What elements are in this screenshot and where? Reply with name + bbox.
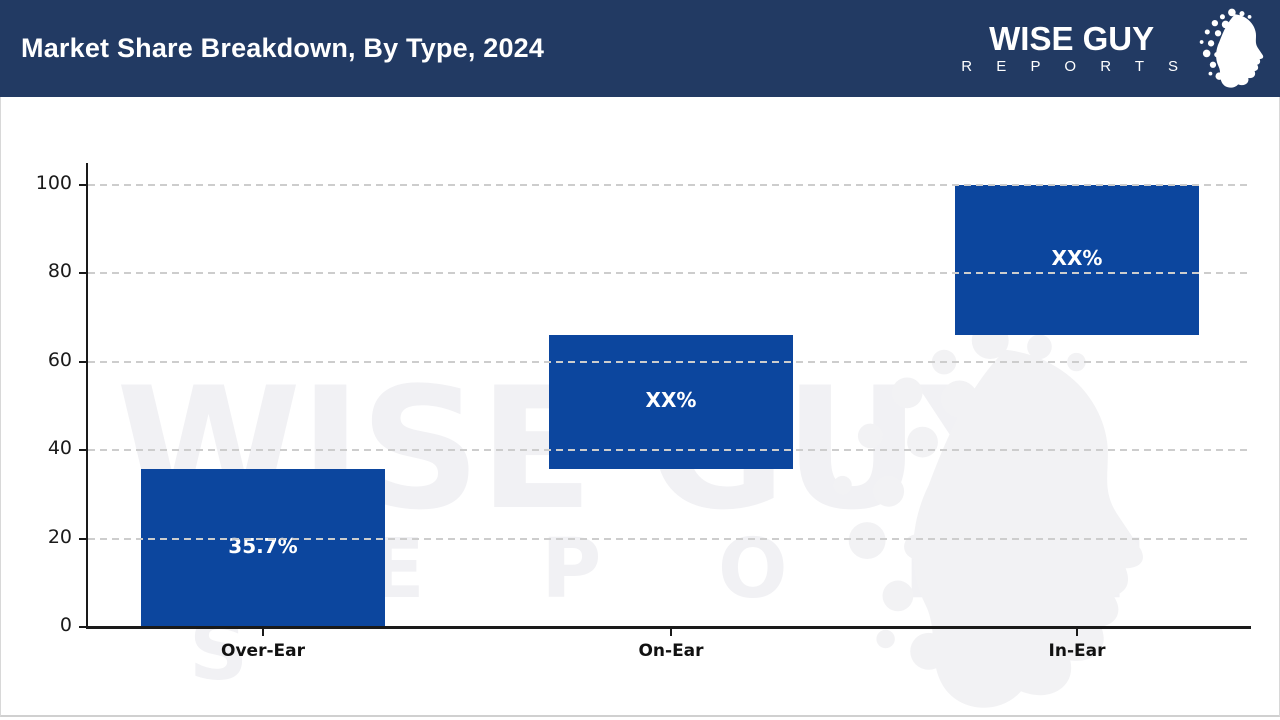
y-axis-line (86, 163, 88, 629)
gridline (88, 537, 1251, 540)
y-tick (79, 184, 88, 186)
x-axis-line (86, 626, 1251, 629)
y-tick (79, 626, 88, 628)
gridline (88, 184, 1251, 186)
y-tick (79, 360, 88, 363)
bar-on-ear (549, 335, 793, 470)
logo-subtitle: R E P O R T S (961, 58, 1188, 75)
x-tick (1076, 628, 1078, 636)
gridline (88, 272, 1251, 275)
y-tick-label: 0 (59, 614, 72, 636)
bar-over-ear (141, 469, 385, 627)
y-tick-label: 80 (47, 260, 72, 283)
y-tick-label: 20 (47, 525, 72, 548)
page-title: Market Share Breakdown, By Type, 2024 (21, 33, 545, 63)
x-tick (670, 628, 672, 636)
y-tick (79, 449, 88, 452)
y-tick (79, 537, 88, 540)
y-tick-label: 60 (47, 348, 72, 371)
brand-logo-text: WISE GUY R E P O R T S (955, 22, 1188, 75)
bar-label: XX% (645, 388, 697, 413)
x-axis-label: Over-Ear (221, 641, 305, 661)
x-axis-label: In-Ear (1048, 641, 1106, 661)
x-tick (262, 628, 264, 636)
header: Market Share Breakdown, By Type, 2024 WI… (0, 0, 1280, 97)
bar-in-ear (955, 185, 1199, 336)
x-axis-label: On-Ear (638, 641, 704, 661)
bar-label: XX% (1051, 246, 1103, 271)
brand-logo: WISE GUY R E P O R T S (955, 0, 1268, 97)
y-tick-label: 40 (47, 437, 72, 460)
gridline (88, 360, 1251, 363)
logo-wordmark: WISE GUY (989, 20, 1155, 57)
y-tick-label: 100 (35, 172, 72, 194)
y-tick (79, 272, 88, 275)
gridline (88, 449, 1251, 452)
